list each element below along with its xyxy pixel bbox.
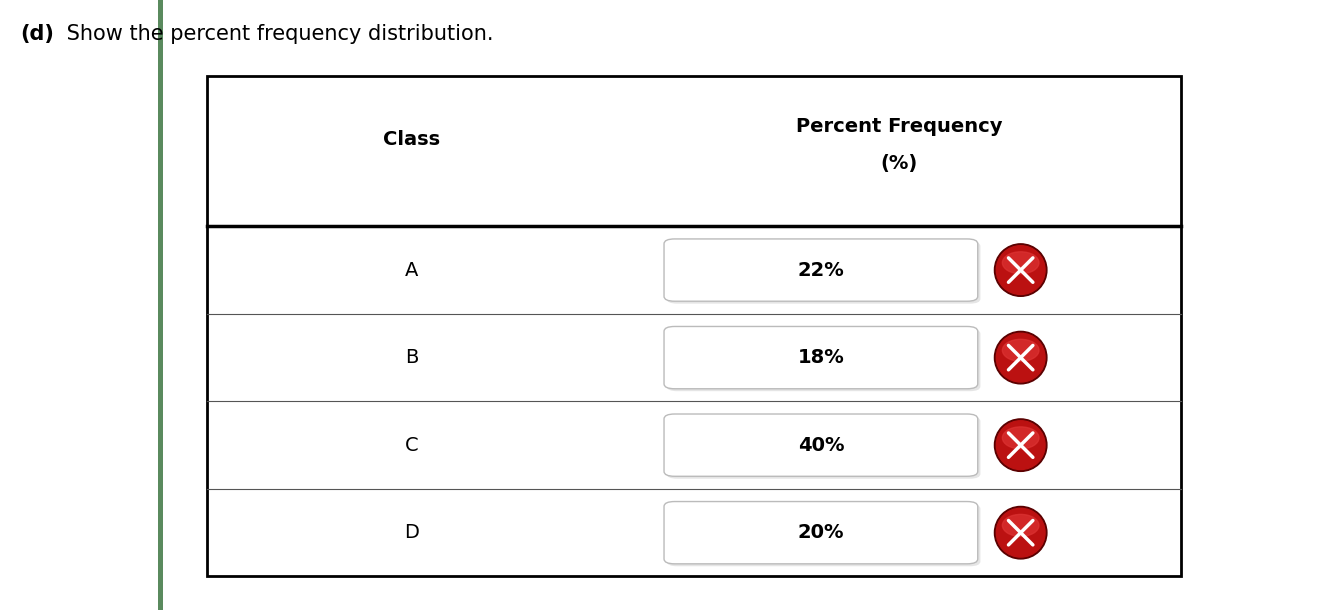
Ellipse shape: [995, 244, 1047, 296]
Ellipse shape: [1003, 252, 1039, 274]
Text: Class: Class: [383, 129, 441, 149]
FancyBboxPatch shape: [663, 326, 977, 389]
FancyBboxPatch shape: [663, 501, 977, 564]
FancyBboxPatch shape: [666, 417, 980, 479]
Ellipse shape: [996, 246, 1045, 295]
Ellipse shape: [996, 508, 1045, 557]
FancyBboxPatch shape: [207, 76, 1181, 576]
FancyBboxPatch shape: [663, 239, 977, 301]
Ellipse shape: [996, 421, 1045, 470]
Text: Show the percent frequency distribution.: Show the percent frequency distribution.: [60, 24, 494, 45]
Ellipse shape: [1003, 427, 1039, 449]
Ellipse shape: [1003, 339, 1039, 361]
Text: (d): (d): [20, 24, 53, 45]
Ellipse shape: [995, 331, 1047, 384]
Text: (%): (%): [880, 154, 917, 173]
FancyBboxPatch shape: [666, 504, 980, 566]
Text: 18%: 18%: [797, 348, 844, 367]
Text: Percent Frequency: Percent Frequency: [796, 117, 1003, 137]
FancyBboxPatch shape: [666, 329, 980, 391]
Text: 22%: 22%: [797, 260, 844, 279]
Ellipse shape: [1003, 514, 1039, 536]
Text: C: C: [405, 436, 418, 454]
Ellipse shape: [995, 419, 1047, 472]
Text: 20%: 20%: [797, 523, 844, 542]
Text: A: A: [405, 260, 418, 279]
Ellipse shape: [996, 333, 1045, 382]
Text: B: B: [405, 348, 418, 367]
FancyBboxPatch shape: [666, 242, 980, 304]
FancyBboxPatch shape: [663, 414, 977, 476]
Text: 40%: 40%: [797, 436, 844, 454]
Ellipse shape: [995, 506, 1047, 559]
FancyBboxPatch shape: [158, 0, 163, 610]
Text: D: D: [405, 523, 419, 542]
